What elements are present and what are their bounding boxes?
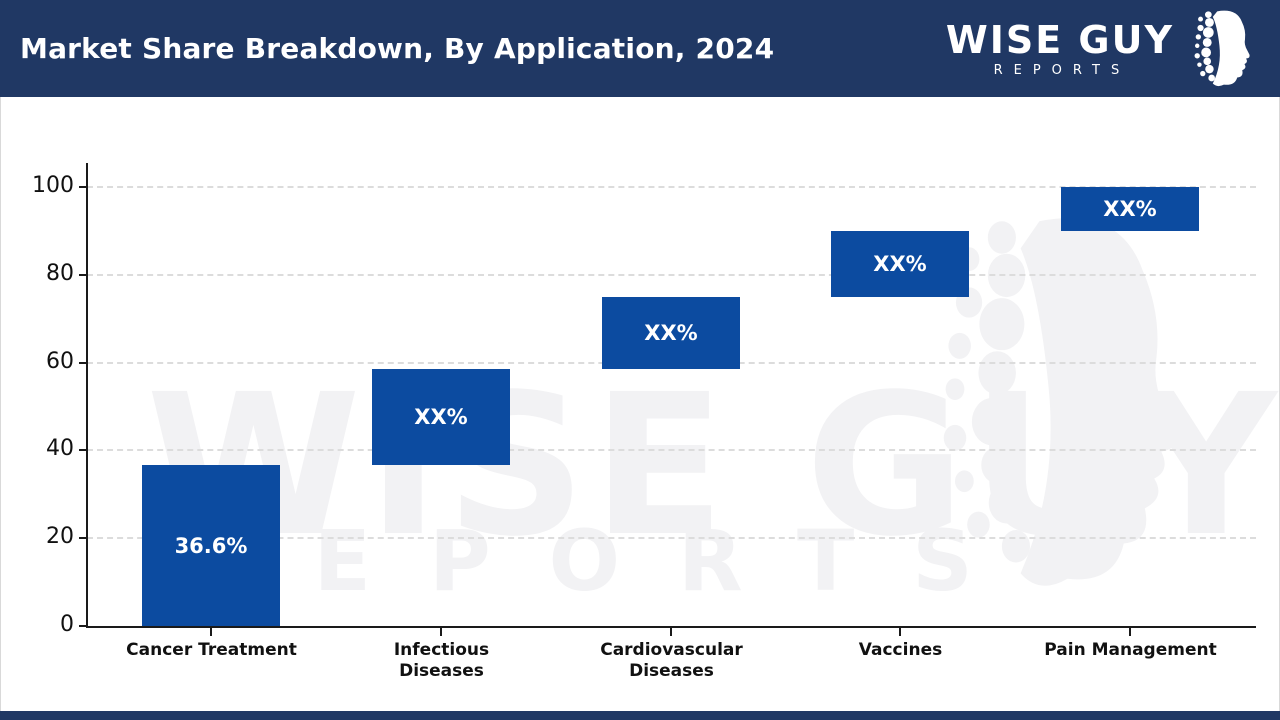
x-tick-mark	[1129, 628, 1131, 636]
y-tick-label: 100	[32, 173, 74, 198]
header-bar: Market Share Breakdown, By Application, …	[0, 0, 1280, 97]
bar-value-label: XX%	[873, 251, 927, 276]
gridline	[87, 186, 1256, 188]
brand-head-icon	[1194, 10, 1250, 87]
y-tick-mark	[79, 273, 87, 276]
x-tick-mark	[670, 628, 672, 636]
gridline	[87, 449, 1256, 452]
y-tick-mark	[79, 186, 87, 188]
x-tick-label: Cancer Treatment	[126, 640, 297, 660]
watermark-brand-subname: REPORTS	[191, 512, 1031, 610]
x-tick-mark	[899, 628, 901, 636]
gridline	[87, 537, 1256, 540]
x-tick-label: Cardiovascular Diseases	[600, 640, 743, 681]
brand-logo: WISE GUY REPORTS	[946, 8, 1252, 88]
bar-segment: XX%	[372, 369, 510, 466]
bar-segment: XX%	[831, 230, 969, 297]
y-axis	[86, 163, 88, 628]
bar-segment: XX%	[1061, 187, 1199, 231]
bar-value-label: XX%	[414, 405, 468, 430]
y-tick-label: 80	[46, 260, 74, 286]
footer-bar	[0, 711, 1280, 720]
x-tick-label: Infectious Diseases	[393, 640, 490, 681]
brand-name: WISE GUY	[945, 17, 1174, 62]
bar-segment: XX%	[602, 296, 740, 370]
y-tick-mark	[79, 361, 87, 364]
brand-text: WISE GUY REPORTS	[946, 19, 1174, 78]
x-tick-label: Pain Management	[1044, 640, 1217, 660]
y-tick-label: 60	[46, 348, 74, 374]
x-axis	[86, 626, 1256, 628]
y-tick-label: 40	[46, 436, 74, 462]
bar-value-label: XX%	[1103, 196, 1157, 221]
gridline	[87, 273, 1256, 276]
y-tick-mark	[79, 449, 87, 452]
y-tick-mark	[79, 625, 87, 627]
y-tick-mark	[79, 537, 87, 540]
bar-value-label: XX%	[644, 320, 698, 345]
page-title: Market Share Breakdown, By Application, …	[20, 32, 775, 65]
x-tick-mark	[440, 628, 442, 636]
bar-segment: 36.6%	[142, 465, 280, 626]
brand-subname: REPORTS	[993, 62, 1131, 78]
x-tick-label: Vaccines	[858, 640, 943, 660]
x-tick-mark	[210, 628, 212, 636]
y-tick-label: 20	[46, 524, 74, 550]
bar-value-label: 36.6%	[174, 533, 248, 558]
y-tick-label: 0	[60, 612, 74, 637]
